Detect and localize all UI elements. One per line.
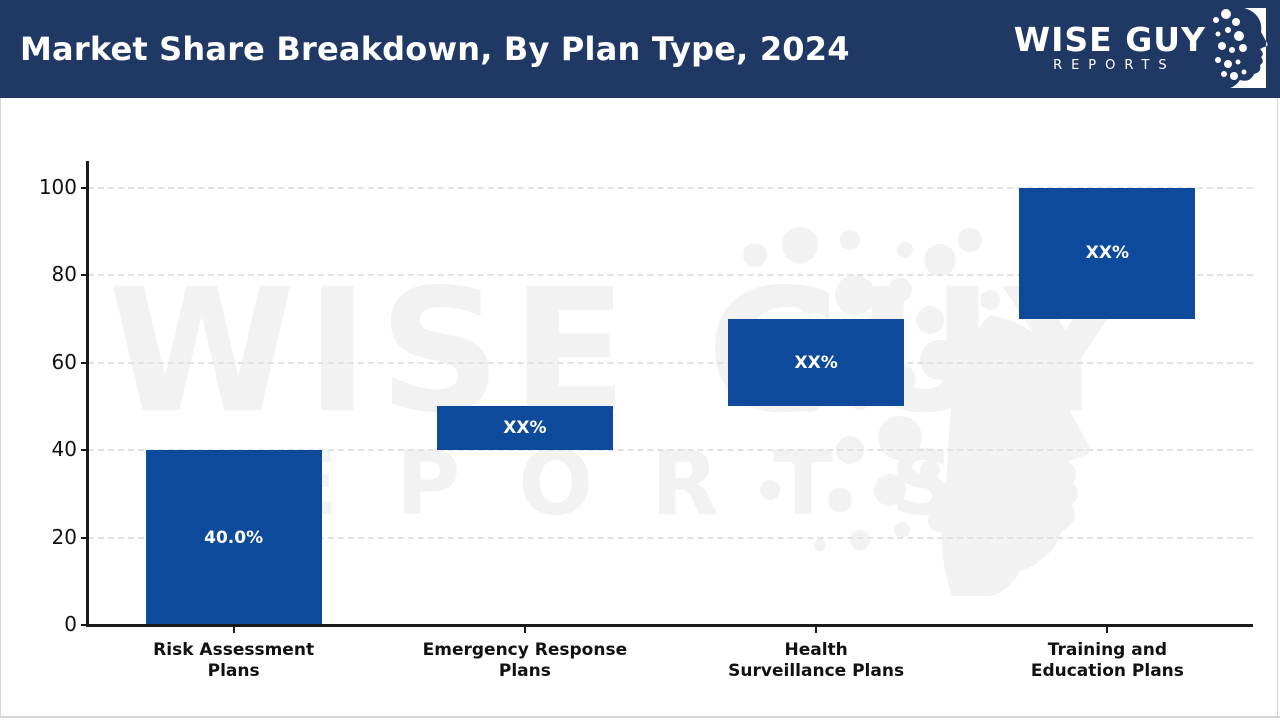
- x-category-label: Emergency Response Plans: [375, 640, 675, 682]
- page-title: Market Share Breakdown, By Plan Type, 20…: [20, 30, 850, 68]
- bar-value-label: 40.0%: [204, 527, 264, 548]
- bar: XX%: [728, 318, 905, 407]
- x-category-label: Risk Assessment Plans: [84, 640, 384, 682]
- x-tick-mark: [1106, 627, 1109, 633]
- gridline: [88, 361, 1253, 364]
- x-category-label: Health Surveillance Plans: [666, 640, 966, 682]
- page-border-bottom: [0, 716, 1280, 718]
- x-category-label-line: Education Plans: [1030, 661, 1184, 681]
- logo-reports-text: REPORTS: [1053, 58, 1176, 73]
- bar: XX%: [1019, 187, 1196, 319]
- x-axis-line: [86, 624, 1253, 627]
- x-category-label-line: Training and: [1047, 640, 1168, 660]
- x-category-label-line: Emergency Response: [422, 640, 628, 660]
- y-tick-label: 80: [51, 262, 77, 286]
- x-category-label: Training and Education Plans: [957, 640, 1257, 682]
- bar: XX%: [436, 406, 613, 450]
- y-tick-mark: [81, 624, 88, 626]
- bar-value-label: XX%: [794, 352, 838, 373]
- y-tick-label: 100: [38, 174, 77, 199]
- y-axis-line: [86, 161, 89, 627]
- bar: 40.0%: [145, 450, 322, 625]
- logo-wordmark: WISE GUY: [1013, 20, 1206, 59]
- x-category-label-line: Health: [784, 640, 848, 660]
- y-tick-mark: [81, 536, 88, 539]
- y-tick-mark: [81, 361, 88, 364]
- x-tick-mark: [232, 627, 235, 633]
- gridline: [88, 274, 1253, 276]
- gridline: [88, 536, 1253, 539]
- bar-value-label: XX%: [1085, 243, 1129, 264]
- page-border-left: [0, 98, 1, 718]
- wiseguy-face-icon: [1213, 8, 1268, 88]
- y-tick-label: 20: [51, 524, 77, 549]
- x-category-label-line: Plans: [207, 661, 260, 681]
- x-tick-mark: [815, 627, 818, 633]
- x-category-label-line: Risk Assessment: [153, 640, 315, 660]
- y-tick-label: 0: [64, 612, 77, 636]
- x-category-label-line: Surveillance Plans: [728, 661, 905, 681]
- wiseguy-logo-text: WISE GUY REPORTS: [1014, 22, 1206, 74]
- x-category-label-line: Plans: [498, 661, 551, 681]
- gridline: [88, 186, 1253, 189]
- y-tick-mark: [81, 186, 88, 189]
- bar-value-label: XX%: [503, 418, 547, 439]
- y-tick-mark: [81, 449, 88, 451]
- y-tick-label: 40: [51, 437, 77, 461]
- gridline: [88, 449, 1253, 451]
- y-tick-label: 60: [51, 349, 77, 374]
- y-tick-mark: [81, 274, 88, 276]
- x-tick-mark: [523, 627, 526, 633]
- wiseguy-logo: WISE GUY REPORTS: [1014, 6, 1270, 90]
- page-border-right: [1277, 98, 1278, 718]
- page-header: Market Share Breakdown, By Plan Type, 20…: [0, 0, 1280, 98]
